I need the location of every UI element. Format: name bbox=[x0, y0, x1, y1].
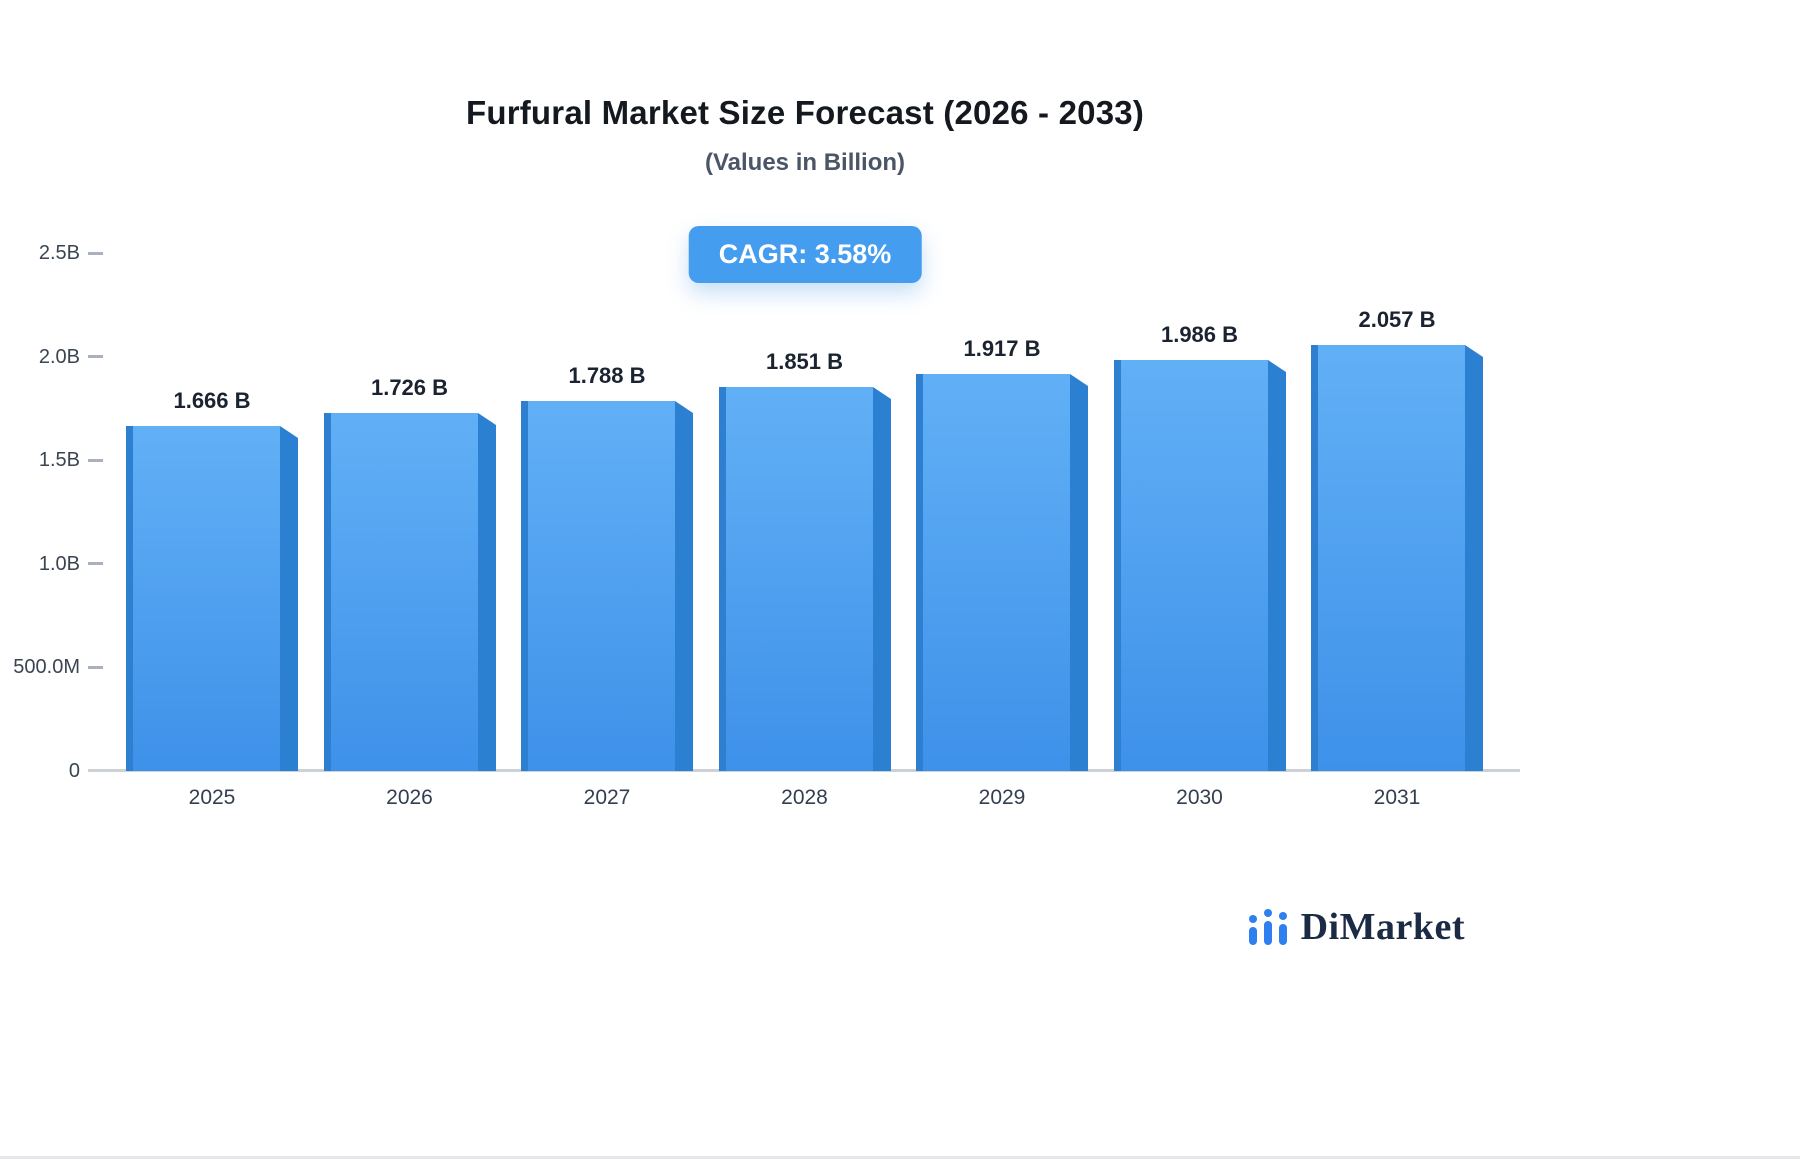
bar-side bbox=[280, 437, 298, 771]
logo-text: DiMarket bbox=[1300, 906, 1465, 948]
bar-face bbox=[521, 400, 675, 771]
bar-top-bevel bbox=[675, 400, 693, 413]
y-tick-mark bbox=[88, 665, 103, 669]
bar-chart-icon bbox=[1248, 909, 1287, 945]
y-tick-mark bbox=[88, 562, 103, 566]
bar-top-bevel bbox=[872, 387, 891, 400]
bar-face bbox=[916, 373, 1070, 771]
bar-side bbox=[1267, 371, 1286, 771]
bar-side bbox=[872, 399, 891, 771]
bar-side bbox=[675, 412, 693, 771]
y-tick-label: 0 bbox=[68, 760, 80, 782]
x-axis-label-2025: 2025 bbox=[188, 786, 236, 809]
dimarket-logo: DiMarket bbox=[1245, 905, 1465, 949]
bar-2028[interactable] bbox=[718, 387, 891, 771]
x-axis-label-2030: 2030 bbox=[1176, 786, 1223, 809]
bar-top-bevel bbox=[1465, 344, 1483, 357]
y-tick-label: 2.0B bbox=[38, 345, 80, 368]
bar-side bbox=[477, 425, 496, 771]
y-tick-label: 2.5B bbox=[38, 242, 80, 264]
x-axis-label-2028: 2028 bbox=[781, 786, 828, 809]
bar-value-label: 1.666 B bbox=[173, 387, 251, 413]
bar-2027[interactable] bbox=[521, 400, 693, 771]
bar-top-bevel bbox=[1267, 359, 1286, 372]
bar-value-label: 1.851 B bbox=[765, 349, 844, 375]
bar-2025[interactable] bbox=[126, 425, 298, 771]
bar-value-label: 1.986 B bbox=[1160, 321, 1239, 347]
bar-face bbox=[323, 413, 478, 771]
bar-value-label: 1.726 B bbox=[370, 375, 449, 401]
y-tick-mark bbox=[88, 458, 103, 462]
bar-2030[interactable] bbox=[1113, 359, 1286, 771]
bar-face bbox=[1311, 344, 1465, 771]
bar-side bbox=[1070, 385, 1088, 771]
bar-2031[interactable] bbox=[1311, 344, 1483, 771]
bar-top-bevel bbox=[280, 425, 298, 438]
bar-top-bevel bbox=[477, 413, 496, 426]
x-axis-label-2031: 2031 bbox=[1373, 786, 1421, 809]
chart-subtitle: (Values in Billion) bbox=[704, 149, 906, 176]
bar-side bbox=[1465, 356, 1483, 771]
bar-value-label: 1.788 B bbox=[568, 362, 646, 388]
cagr-badge: CAGR: 3.58% bbox=[688, 226, 922, 283]
x-axis-label-2027: 2027 bbox=[583, 786, 631, 809]
bar-value-label: 1.917 B bbox=[963, 335, 1041, 361]
bar-face bbox=[718, 387, 873, 771]
y-tick-mark bbox=[88, 355, 103, 359]
bar-face bbox=[126, 425, 280, 771]
bar-face bbox=[1113, 359, 1268, 771]
y-tick-label: 1.5B bbox=[38, 449, 80, 472]
chart-title: Furfural Market Size Forecast (2026 - 20… bbox=[465, 94, 1145, 131]
y-tick-label: 500.0M bbox=[13, 656, 80, 679]
y-tick-label: 1.0B bbox=[38, 552, 80, 575]
cagr-badge-label: CAGR: 3.58% bbox=[718, 239, 892, 269]
bar-value-label: 2.057 B bbox=[1358, 306, 1436, 332]
bar-top-bevel bbox=[1070, 373, 1088, 386]
bar-2026[interactable] bbox=[323, 413, 496, 771]
y-tick-mark bbox=[88, 251, 103, 255]
x-axis-label-2029: 2029 bbox=[978, 786, 1026, 809]
bar-2029[interactable] bbox=[916, 373, 1088, 771]
x-axis-label-2026: 2026 bbox=[386, 786, 433, 809]
